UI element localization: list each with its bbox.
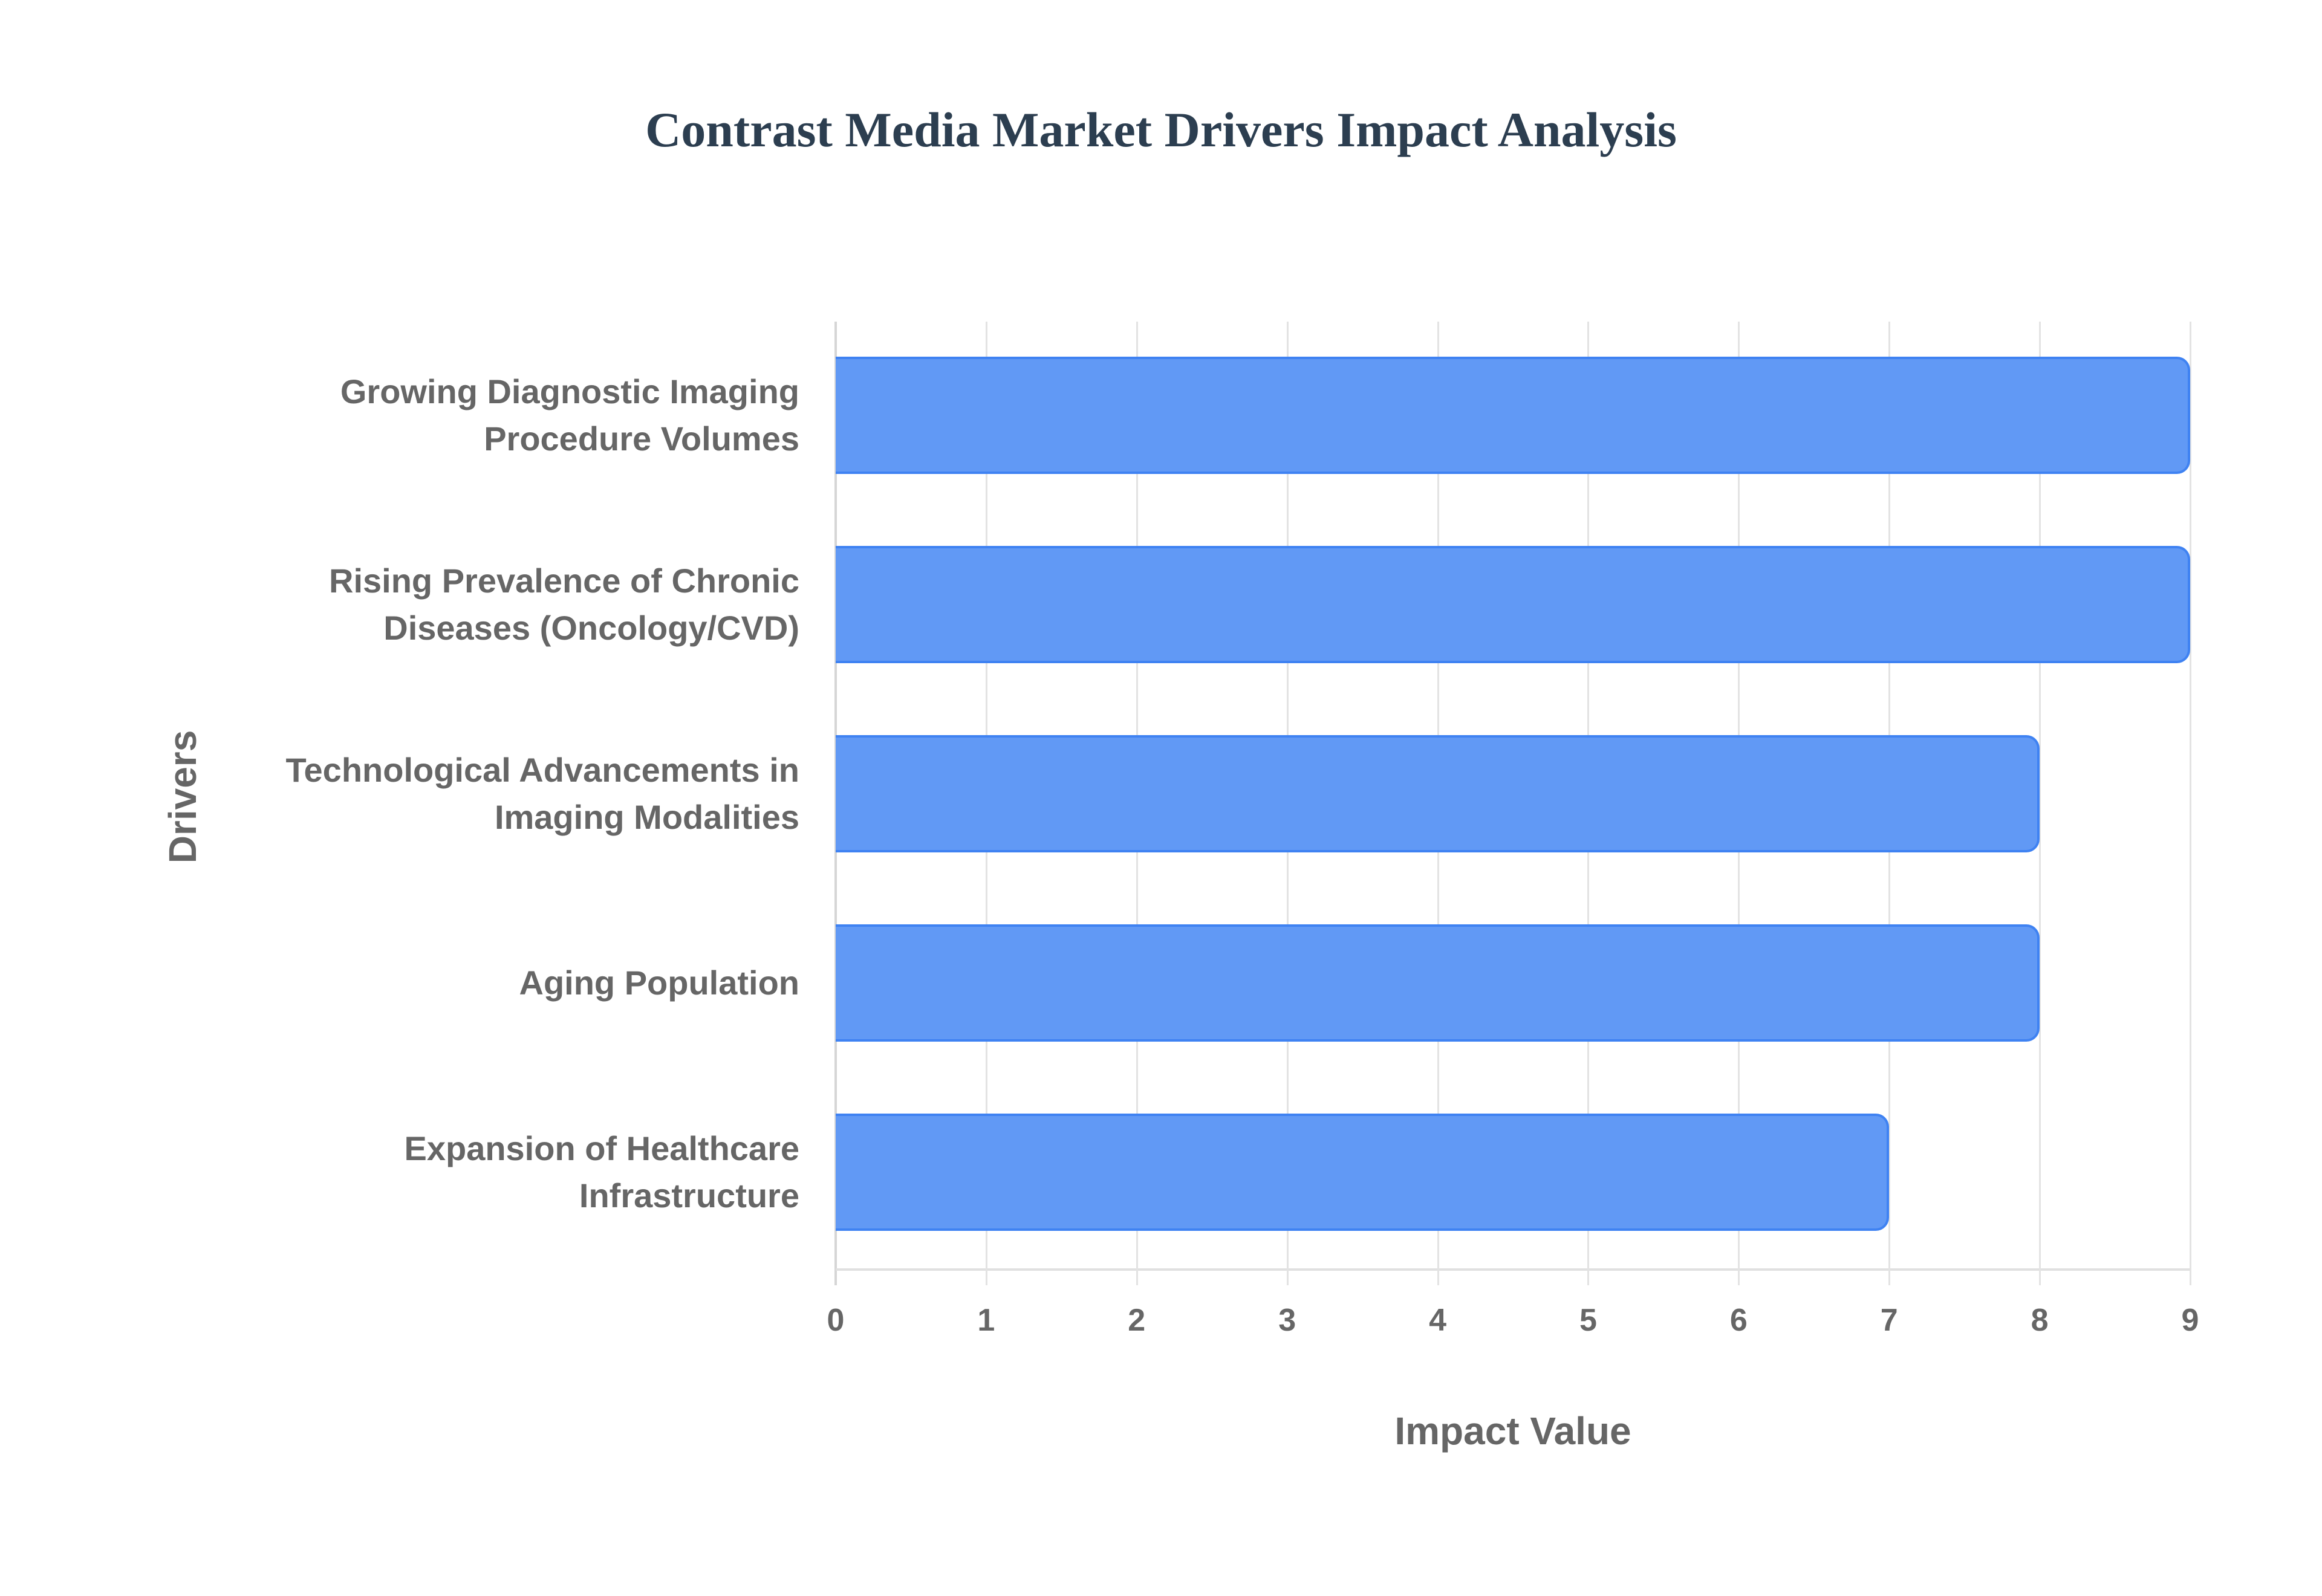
gridline — [2190, 322, 2191, 1285]
bar[interactable] — [836, 1114, 1890, 1231]
y-tick-label-line: Growing Diagnostic Imaging — [340, 372, 799, 410]
x-tick-label: 3 — [1278, 1303, 1296, 1338]
y-tick-label: Rising Prevalence of Chronic Diseases (On… — [195, 546, 799, 663]
y-tick-label-line: Rising Prevalence of Chronic — [329, 561, 799, 600]
x-tick-label: 9 — [2181, 1303, 2199, 1338]
y-tick-label-line: Procedure Volumes — [484, 419, 799, 458]
x-tick-label: 2 — [1128, 1303, 1146, 1338]
y-tick-label-line: Technological Advancements in — [285, 751, 799, 789]
y-tick-label-line: Imaging Modalities — [494, 798, 799, 836]
bar[interactable] — [836, 924, 2040, 1042]
x-axis-title: Impact Value — [1394, 1409, 1631, 1453]
bar[interactable] — [836, 545, 2190, 663]
y-tick-label-line: Diseases (Oncology/CVD) — [383, 608, 799, 647]
y-tick-label: Growing Diagnostic Imaging Procedure Volu… — [195, 357, 799, 474]
y-tick-label-line: Aging Population — [519, 964, 799, 1002]
y-tick-label-line: Expansion of Healthcare — [404, 1129, 799, 1168]
gridline — [2039, 322, 2041, 1285]
x-tick-label: 4 — [1429, 1303, 1446, 1338]
x-tick-label: 8 — [2031, 1303, 2049, 1338]
y-tick-label-line: Infrastructure — [579, 1176, 799, 1215]
y-tick-label: Technological Advancements in Imaging Mod… — [195, 735, 799, 852]
bar[interactable] — [836, 735, 2040, 852]
x-tick-label: 7 — [1880, 1303, 1898, 1338]
bar[interactable] — [836, 356, 2190, 474]
y-tick-label: Expansion of Healthcare Infrastructure — [195, 1114, 799, 1231]
y-tick-label: Aging Population — [195, 924, 799, 1042]
x-axis-line — [836, 1268, 2190, 1271]
chart-title: Contrast Media Market Drivers Impact Ana… — [645, 102, 1677, 157]
x-tick-label: 1 — [977, 1303, 995, 1338]
plot-area: 0 1 2 3 4 5 6 7 8 9 — [827, 322, 2199, 1338]
x-tick-label: 0 — [827, 1303, 845, 1338]
x-tick-label: 6 — [1729, 1303, 1748, 1338]
x-tick-label: 5 — [1579, 1303, 1597, 1338]
